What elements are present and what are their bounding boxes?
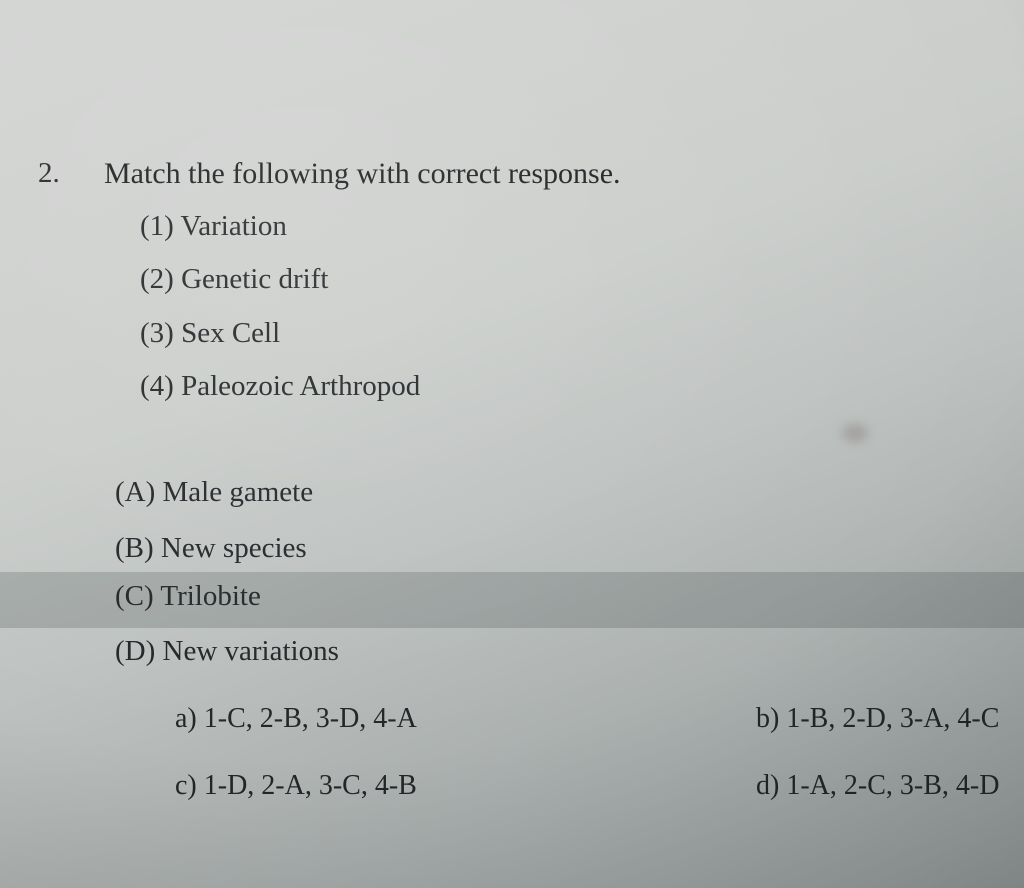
column1-item-4: (4) Paleozoic Arthropod: [140, 370, 420, 403]
page-photo: 2. Match the following with correct resp…: [0, 0, 1024, 888]
option-d: d) 1-A, 2-C, 3-B, 4-D: [756, 770, 999, 802]
column2-item-c: (C) Trilobite: [115, 580, 261, 613]
column1-item-3: (3) Sex Cell: [140, 317, 280, 350]
question-number: 2.: [38, 157, 60, 190]
column2-item-a-text: (A) Male gamete: [115, 476, 313, 508]
column2-item-d: (D) New variations: [115, 635, 339, 668]
column2-item-d-text: (D) New variations: [115, 635, 339, 667]
column1-item-1: (1) Variation: [140, 210, 287, 243]
option-c: c) 1-D, 2-A, 3-C, 4-B: [175, 770, 417, 802]
photo-vignette: [0, 0, 1024, 888]
column1-item-1-text: (1) Variation: [140, 210, 287, 242]
column2-item-a: (A) Male gamete: [115, 476, 313, 509]
column1-item-4-text: (4) Paleozoic Arthropod: [140, 370, 420, 402]
column2-item-b: (B) New species: [115, 532, 307, 565]
option-b: b) 1-B, 2-D, 3-A, 4-C: [756, 703, 999, 735]
column2-item-c-text: (C) Trilobite: [115, 580, 261, 612]
column1-item-3-text: (3) Sex Cell: [140, 317, 280, 349]
paper-smudge: [842, 424, 868, 442]
column1-item-2-text: (2) Genetic drift: [140, 263, 328, 295]
question-stem: Match the following with correct respons…: [104, 157, 621, 191]
option-a: a) 1-C, 2-B, 3-D, 4-A: [175, 703, 417, 735]
column2-item-b-text: (B) New species: [115, 532, 307, 564]
column1-item-2: (2) Genetic drift: [140, 263, 328, 296]
